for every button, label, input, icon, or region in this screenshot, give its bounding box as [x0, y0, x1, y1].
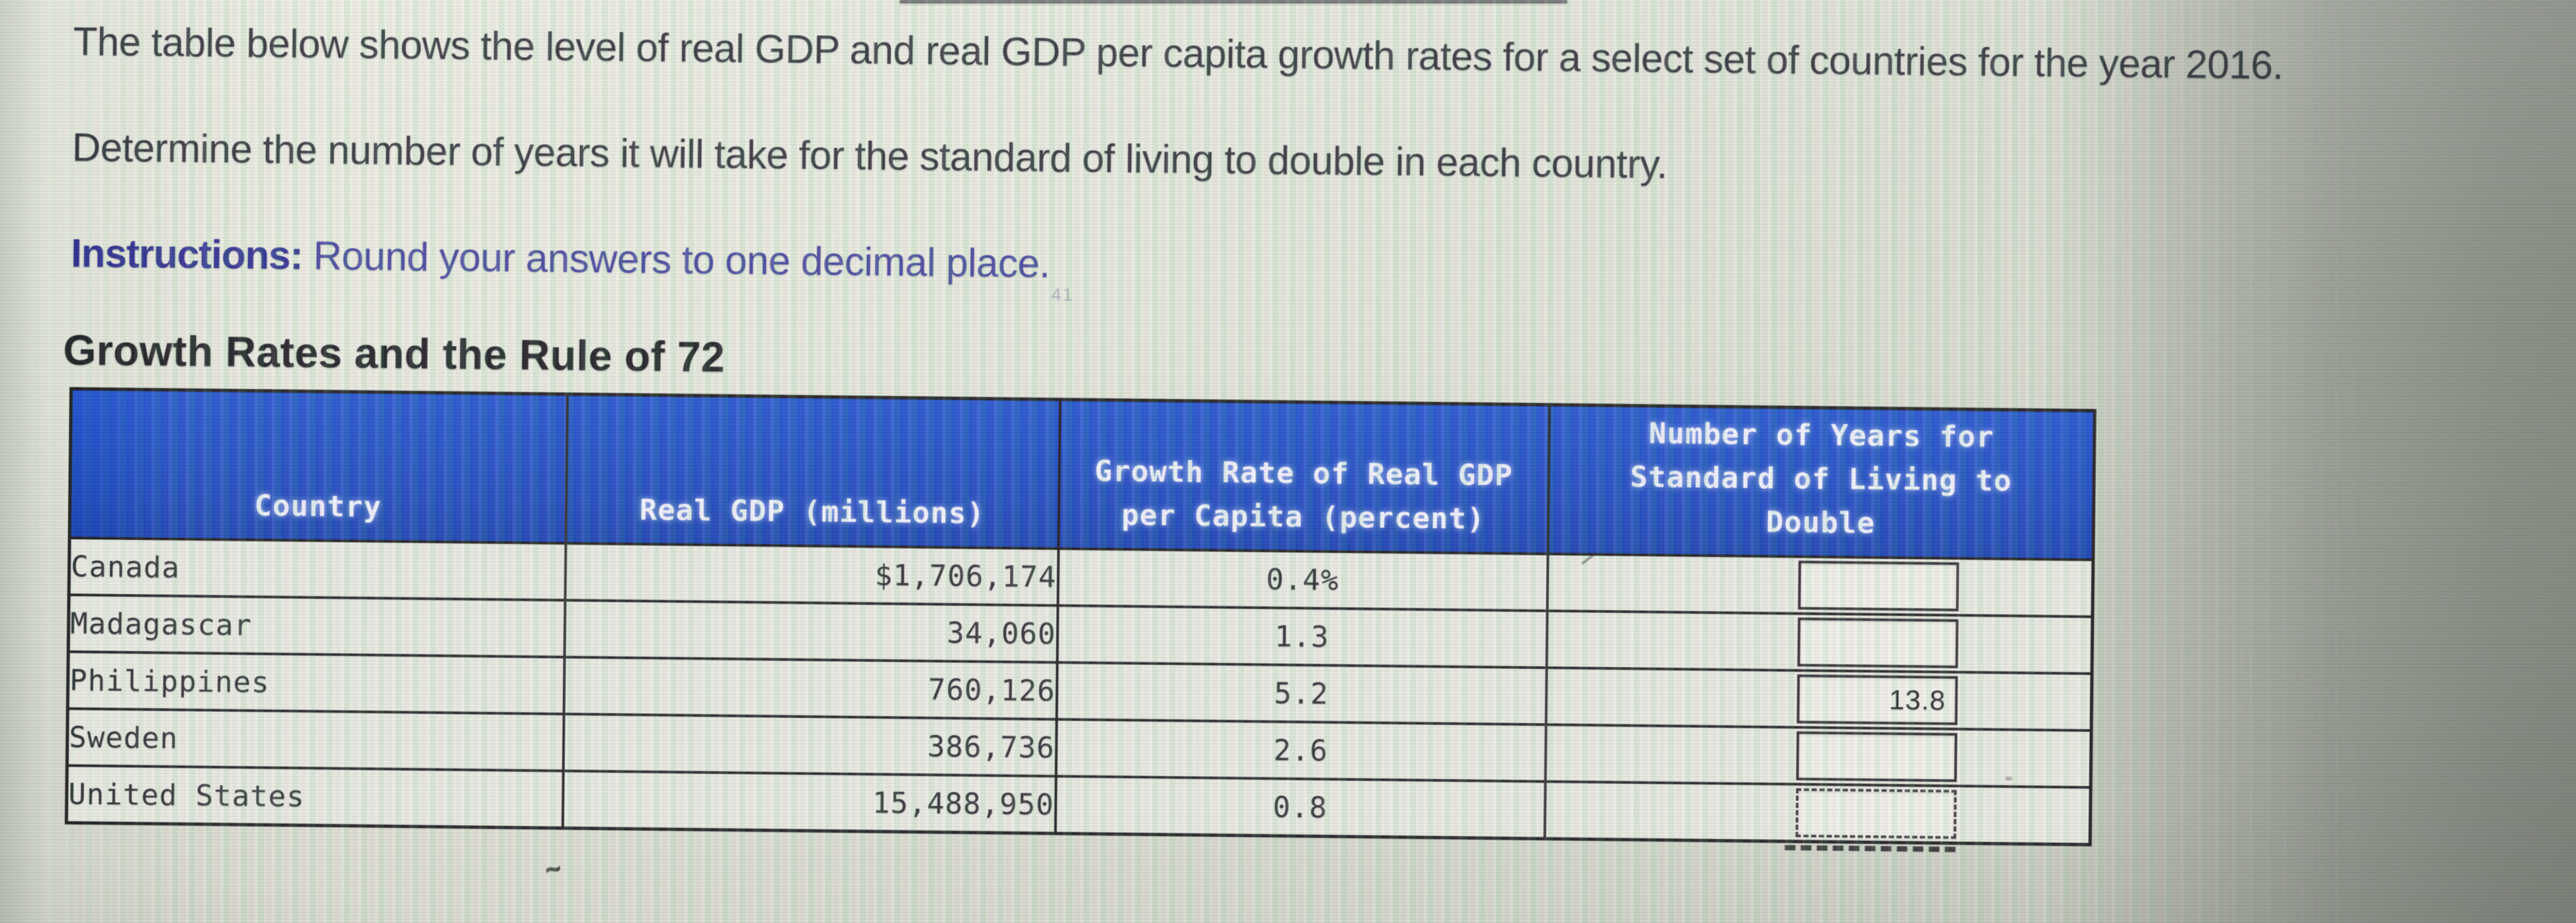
years-to-double-cell	[1545, 725, 2092, 788]
column-header-years-to-double: Number of Years for Standard of Living t…	[1547, 404, 2095, 560]
real-gdp-value: 760,126	[563, 657, 1058, 720]
growth-rate-value: 1.3	[1057, 605, 1548, 668]
column-header-real-gdp: Real GDP (millions)	[565, 394, 1060, 549]
table-header-row: Country Real GDP (millions) Growth Rate …	[69, 388, 2095, 560]
years-to-double-cell	[1546, 611, 2093, 674]
years-to-double-cell: 13.8	[1546, 668, 2093, 731]
table-title: Growth Rates and the Rule of 72	[63, 326, 726, 381]
real-gdp-value: 34,060	[564, 600, 1058, 663]
instructions-label: Instructions:	[70, 231, 303, 278]
squiggle-artifact: ~	[540, 846, 566, 892]
camera-edge-artifact	[899, 0, 1567, 3]
years-to-double-input-philippines[interactable]: 13.8	[1796, 674, 1958, 725]
instructions-line: Instructions: Round your answers to one …	[71, 230, 1050, 286]
focus-marching-ants	[1784, 845, 1956, 852]
growth-rate-value: 0.4%	[1058, 549, 1548, 611]
real-gdp-value: $1,706,174	[565, 543, 1058, 606]
years-to-double-input-sweden[interactable]	[1796, 731, 1958, 782]
column-header-growth-rate: Growth Rate of Real GDP per Capita (perc…	[1058, 399, 1550, 554]
smudge-artifact: 41	[1051, 285, 1074, 305]
question-text-line2: Determine the number of years it will ta…	[71, 125, 1668, 187]
years-to-double-input-canada[interactable]	[1798, 560, 1960, 611]
column-header-country: Country	[69, 388, 567, 544]
real-gdp-value: 386,736	[563, 714, 1057, 777]
years-to-double-input-madagascar[interactable]	[1797, 617, 1959, 668]
question-text-line1: The table below shows the level of real …	[73, 19, 2284, 88]
growth-rate-value: 5.2	[1056, 662, 1547, 725]
years-to-double-cell	[1544, 781, 2091, 845]
real-gdp-value: 15,488,950	[562, 771, 1056, 834]
growth-rates-table: Country Real GDP (millions) Growth Rate …	[64, 387, 2097, 847]
growth-rate-value: 2.6	[1056, 719, 1546, 782]
country-name: Philippines	[67, 652, 565, 715]
years-to-double-cell	[1547, 554, 2093, 617]
country-name: Canada	[69, 538, 566, 601]
growth-rate-value: 0.8	[1055, 776, 1546, 839]
country-name: Madagascar	[68, 595, 565, 658]
country-name: United States	[66, 765, 563, 828]
years-to-double-input-united-states[interactable]	[1795, 788, 1957, 839]
country-name: Sweden	[67, 708, 564, 771]
instructions-text: Round your answers to one decimal place.	[313, 233, 1051, 286]
